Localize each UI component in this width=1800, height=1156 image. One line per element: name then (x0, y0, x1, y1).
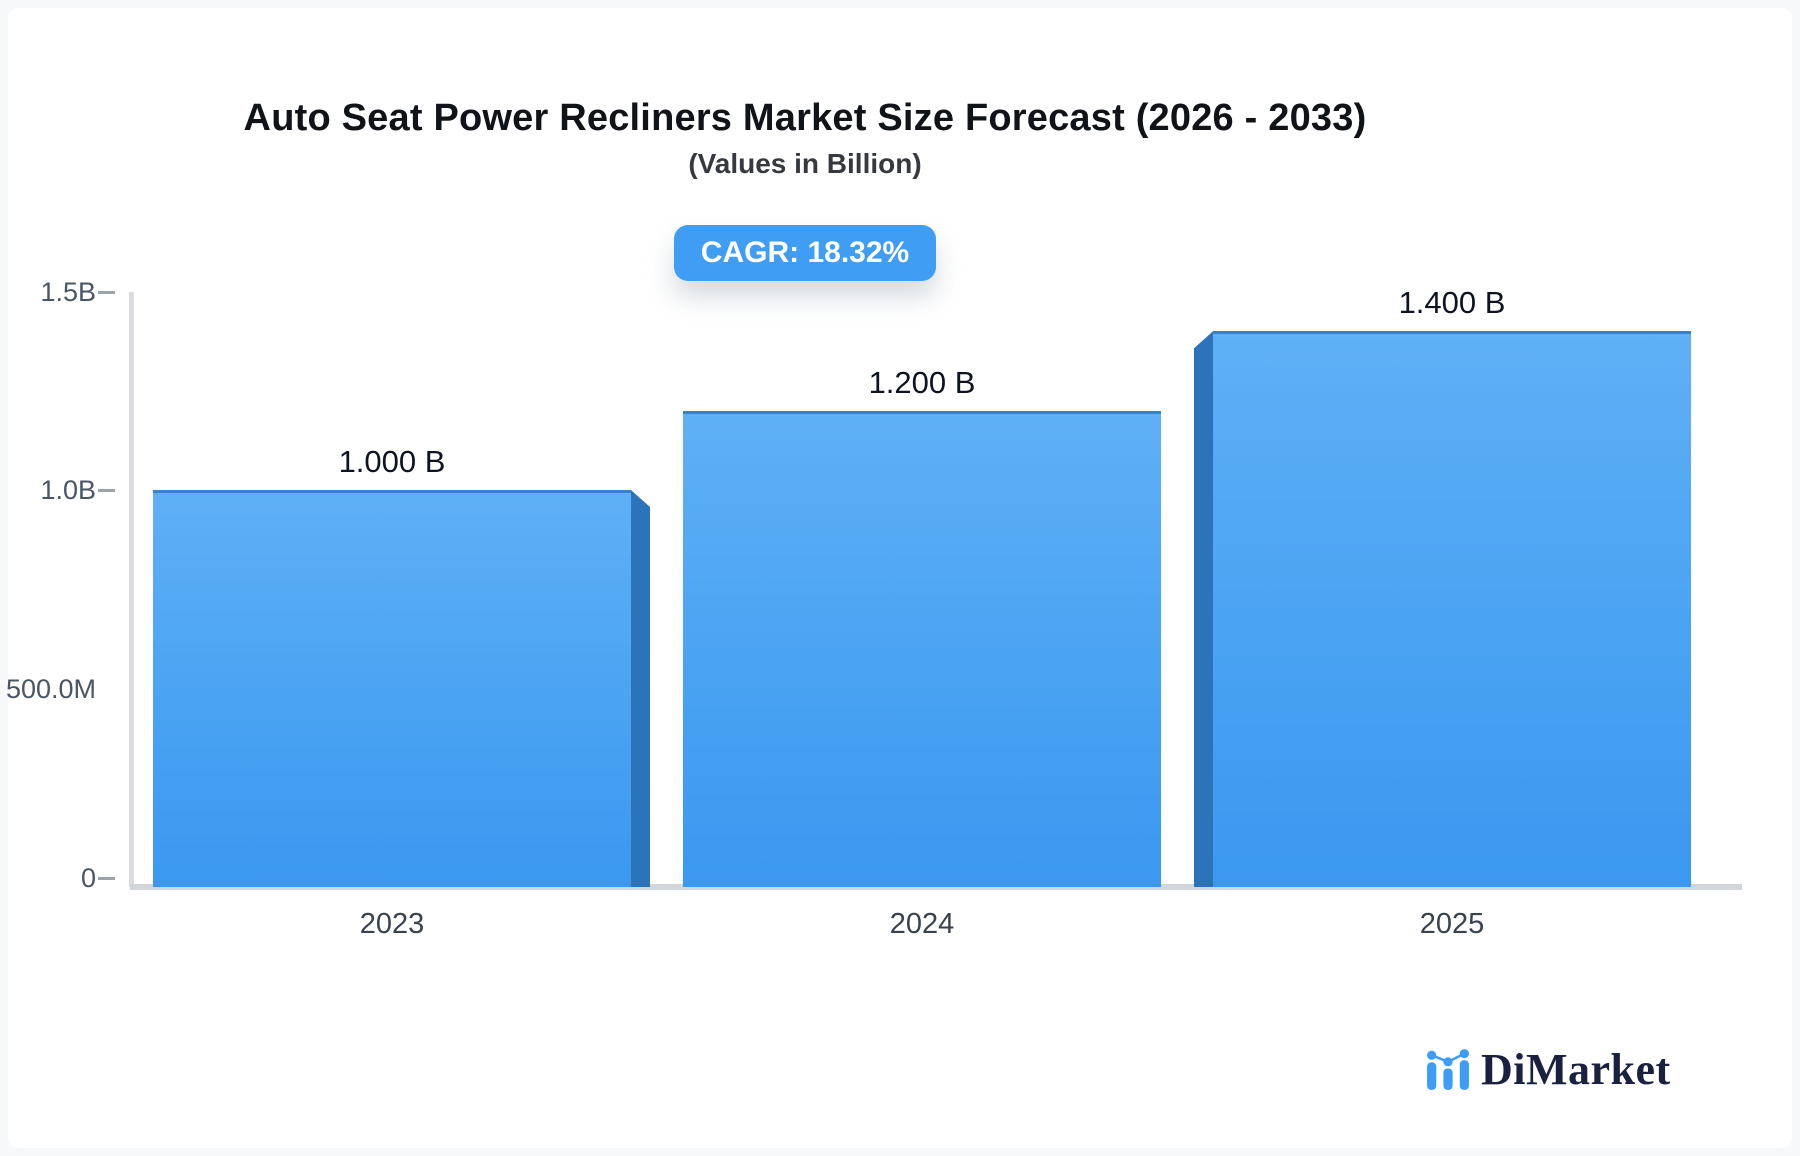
y-axis-tick-label: 500.0M (5, 673, 96, 704)
cagr-badge-row: CAGR: 18.32% (0, 225, 1610, 281)
bar-2025[interactable] (1213, 331, 1691, 887)
bar-3d-side-2023 (631, 490, 650, 887)
bar-2023[interactable] (153, 490, 631, 887)
bar-2024[interactable] (683, 410, 1161, 887)
y-axis-tick-label: 0 (80, 863, 96, 893)
y-axis-tick-label: 1.0B (40, 475, 96, 505)
y-axis-tick-mark (98, 877, 115, 880)
y-axis-tick-mark (98, 489, 115, 492)
y-axis-line (129, 292, 134, 887)
x-axis-baseline (130, 884, 1742, 890)
bar-line-chart-icon (1427, 1049, 1469, 1090)
chart-subtitle: (Values in Billion) (688, 148, 922, 179)
x-axis-label-2025: 2025 (1419, 908, 1485, 940)
brand-logo-text: DiMarket (1481, 1045, 1671, 1094)
bar-value-label-2023: 1.000 B (338, 444, 446, 479)
x-axis-label-2024: 2024 (889, 908, 955, 940)
brand-logo: DiMarket (1424, 1044, 1671, 1095)
bar-value-label-2024: 1.200 B (868, 364, 976, 400)
cagr-badge: CAGR: 18.32% (673, 225, 937, 281)
bar-value-label-2025: 1.400 B (1398, 285, 1506, 321)
x-axis-label-2023: 2023 (359, 908, 425, 940)
chart-title: Auto Seat Power Recliners Market Size Fo… (243, 97, 1367, 139)
y-axis-tick-label: 1.5B (40, 276, 96, 307)
bar-3d-side-2025 (1194, 331, 1213, 887)
y-axis-tick-mark (98, 290, 115, 294)
